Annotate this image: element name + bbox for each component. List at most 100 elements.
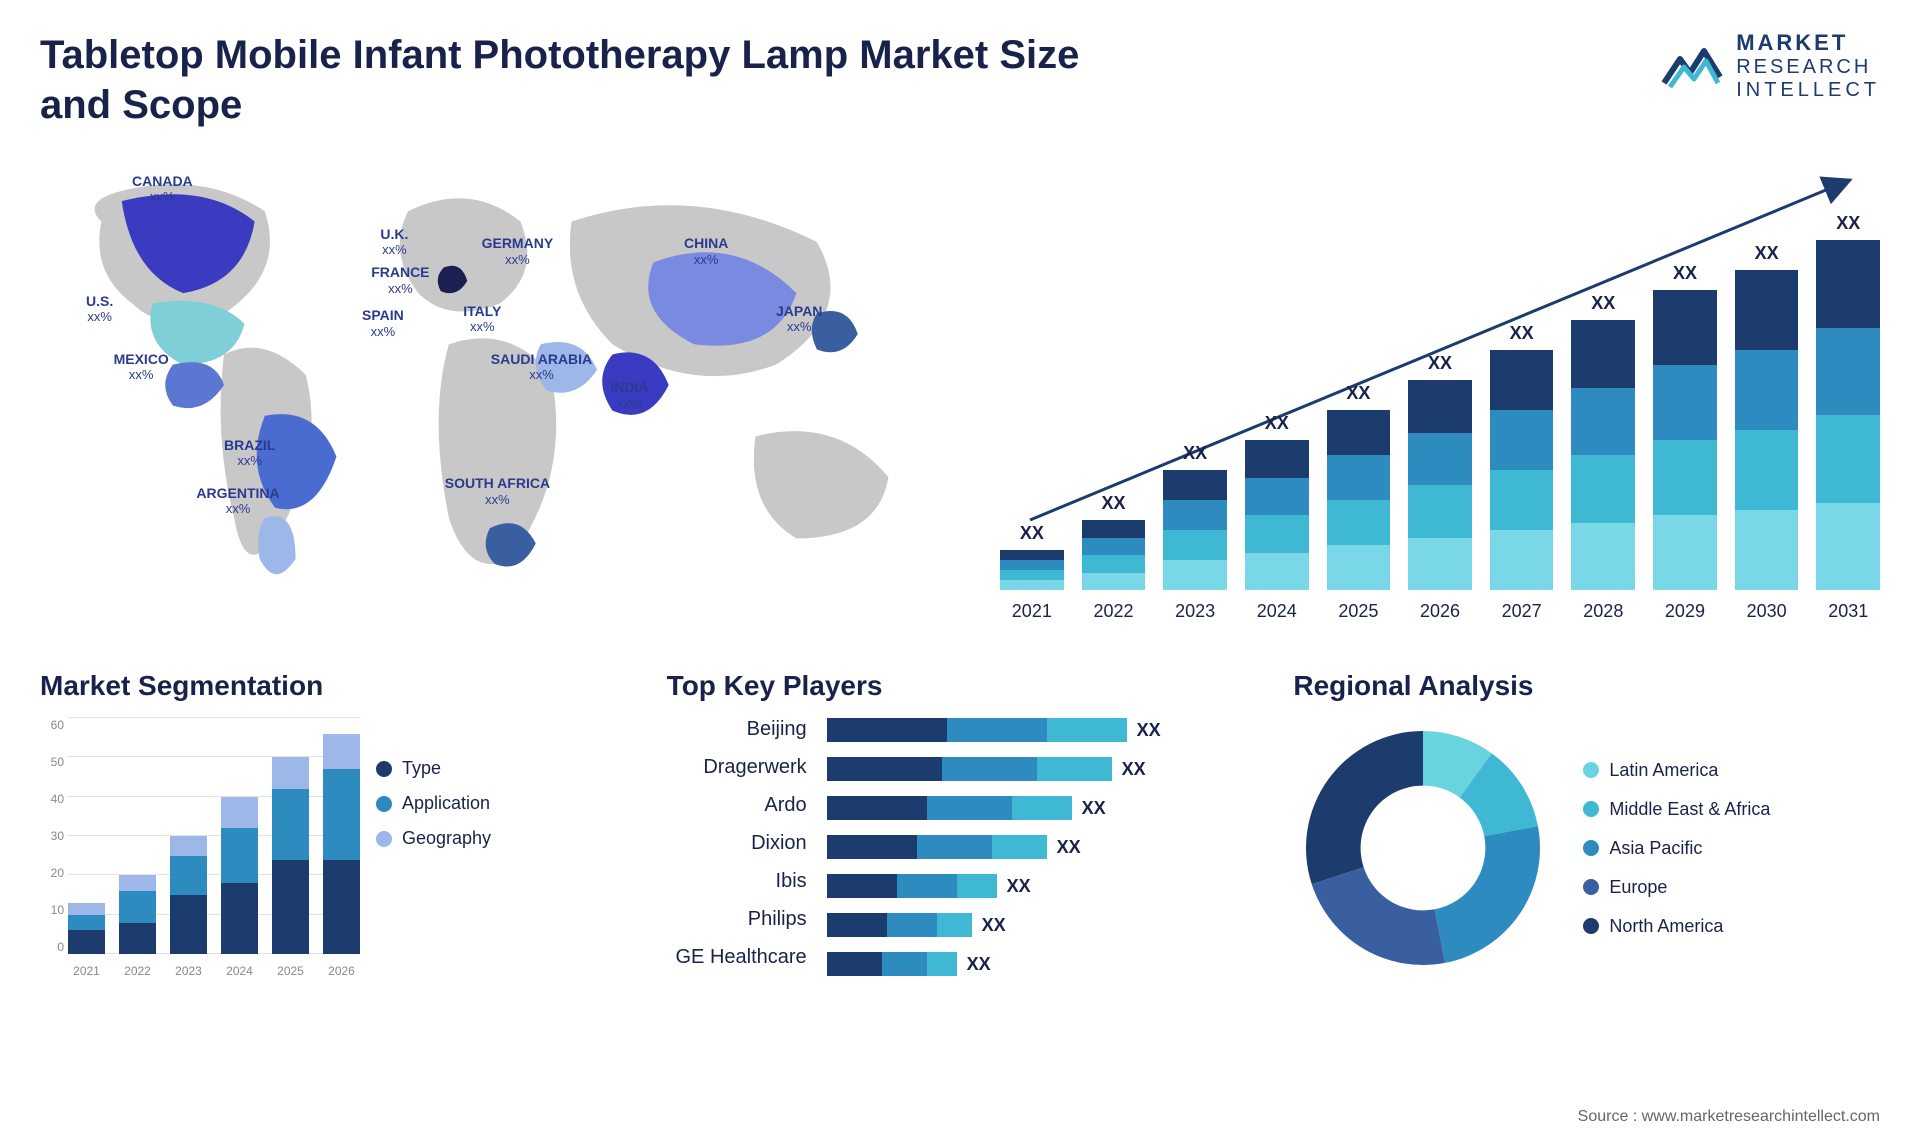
player-value: XX (1137, 720, 1161, 741)
forecast-bar: XX (1653, 263, 1717, 590)
forecast-value: XX (1755, 243, 1779, 264)
seg-bar (119, 875, 156, 954)
forecast-value: XX (1673, 263, 1697, 284)
seg-ytick: 20 (40, 866, 64, 880)
player-value: XX (1122, 759, 1146, 780)
seg-year: 2026 (323, 964, 360, 978)
logo-line2: RESEARCH (1736, 56, 1880, 79)
player-value: XX (982, 915, 1006, 936)
map-label: U.K.xx% (380, 227, 408, 258)
player-name: Dragerwerk (667, 756, 807, 779)
players-title: Top Key Players (667, 670, 1254, 702)
map-label: SAUDI ARABIAxx% (491, 352, 592, 383)
forecast-bar: XX (1082, 493, 1146, 590)
forecast-bar: XX (1000, 523, 1064, 590)
forecast-year: 2031 (1816, 601, 1880, 622)
forecast-year: 2029 (1653, 601, 1717, 622)
world-map-panel: CANADAxx%U.S.xx%MEXICOxx%BRAZILxx%ARGENT… (40, 150, 960, 630)
donut-slice (1306, 731, 1423, 884)
player-row: XX (827, 913, 1254, 937)
legend-label: Type (402, 758, 441, 779)
player-row: XX (827, 796, 1254, 820)
map-label: CHINAxx% (684, 236, 728, 267)
forecast-value: XX (1836, 213, 1860, 234)
forecast-year: 2030 (1735, 601, 1799, 622)
brand-logo: MARKET RESEARCH INTELLECT (1660, 30, 1880, 102)
forecast-year: 2023 (1163, 601, 1227, 622)
regional-panel: Regional Analysis Latin America Middle Ea… (1293, 670, 1880, 978)
player-name: Ardo (667, 794, 807, 817)
player-value: XX (967, 954, 991, 975)
forecast-year: 2024 (1245, 601, 1309, 622)
region-legend-item: Europe (1583, 877, 1770, 898)
legend-dot-icon (1583, 879, 1599, 895)
map-label: FRANCExx% (371, 265, 429, 296)
player-value: XX (1007, 876, 1031, 897)
forecast-value: XX (1510, 323, 1534, 344)
forecast-value: XX (1020, 523, 1044, 544)
logo-icon (1660, 39, 1724, 93)
player-name: GE Healthcare (667, 946, 807, 969)
legend-label: North America (1609, 916, 1723, 937)
legend-dot-icon (1583, 801, 1599, 817)
player-value: XX (1057, 837, 1081, 858)
seg-year: 2024 (221, 964, 258, 978)
forecast-bar: XX (1408, 353, 1472, 590)
players-panel: Top Key Players BeijingDragerwerkArdoDix… (667, 670, 1254, 978)
seg-ytick: 10 (40, 903, 64, 917)
page-title: Tabletop Mobile Infant Phototherapy Lamp… (40, 30, 1140, 130)
logo-line3: INTELLECT (1736, 79, 1880, 102)
region-legend-item: Asia Pacific (1583, 838, 1770, 859)
legend-label: Geography (402, 828, 491, 849)
legend-label: Asia Pacific (1609, 838, 1702, 859)
forecast-value: XX (1428, 353, 1452, 374)
world-map-icon (40, 150, 960, 641)
forecast-value: XX (1101, 493, 1125, 514)
seg-ytick: 50 (40, 755, 64, 769)
player-name: Ibis (667, 870, 807, 893)
donut-chart (1293, 718, 1553, 978)
map-label: BRAZILxx% (224, 438, 275, 469)
seg-year: 2023 (170, 964, 207, 978)
map-label: U.S.xx% (86, 294, 113, 325)
map-label: SOUTH AFRICAxx% (445, 476, 550, 507)
map-label: MEXICOxx% (114, 352, 169, 383)
forecast-bar: XX (1490, 323, 1554, 590)
logo-line1: MARKET (1736, 30, 1880, 56)
player-name: Beijing (667, 718, 807, 741)
segmentation-title: Market Segmentation (40, 670, 627, 702)
seg-bar (221, 797, 258, 954)
region-legend-item: Middle East & Africa (1583, 799, 1770, 820)
legend-dot-icon (376, 796, 392, 812)
player-row: XX (827, 874, 1254, 898)
seg-ytick: 60 (40, 718, 64, 732)
seg-bar (272, 757, 309, 954)
seg-legend-item: Application (376, 793, 491, 814)
forecast-value: XX (1183, 443, 1207, 464)
map-label: INDIAxx% (610, 380, 648, 411)
regional-title: Regional Analysis (1293, 670, 1880, 702)
legend-dot-icon (376, 831, 392, 847)
seg-legend-item: Geography (376, 828, 491, 849)
segmentation-panel: Market Segmentation 6050403020100 202120… (40, 670, 627, 978)
forecast-bar: XX (1571, 293, 1635, 590)
legend-label: Europe (1609, 877, 1667, 898)
legend-dot-icon (376, 761, 392, 777)
legend-label: Middle East & Africa (1609, 799, 1770, 820)
seg-bar (170, 836, 207, 954)
seg-ytick: 0 (40, 940, 64, 954)
forecast-chart: XXXXXXXXXXXXXXXXXXXXXX 20212022202320242… (1000, 150, 1880, 630)
seg-legend-item: Type (376, 758, 491, 779)
map-label: GERMANYxx% (482, 236, 554, 267)
forecast-year: 2027 (1490, 601, 1554, 622)
legend-label: Latin America (1609, 760, 1718, 781)
seg-bar (323, 734, 360, 954)
seg-year: 2022 (119, 964, 156, 978)
legend-dot-icon (1583, 918, 1599, 934)
legend-label: Application (402, 793, 490, 814)
player-row: XX (827, 952, 1254, 976)
map-label: ARGENTINAxx% (196, 486, 279, 517)
player-row: XX (827, 757, 1254, 781)
forecast-year: 2021 (1000, 601, 1064, 622)
map-label: ITALYxx% (463, 304, 501, 335)
